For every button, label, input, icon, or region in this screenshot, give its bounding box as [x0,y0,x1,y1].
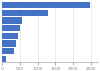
Bar [2,40,16,47]
Bar [2,2,90,8]
Bar [2,10,48,16]
Bar [2,56,6,62]
Bar [2,25,20,31]
Bar [2,48,14,54]
Bar [2,33,18,39]
Bar [2,17,22,24]
